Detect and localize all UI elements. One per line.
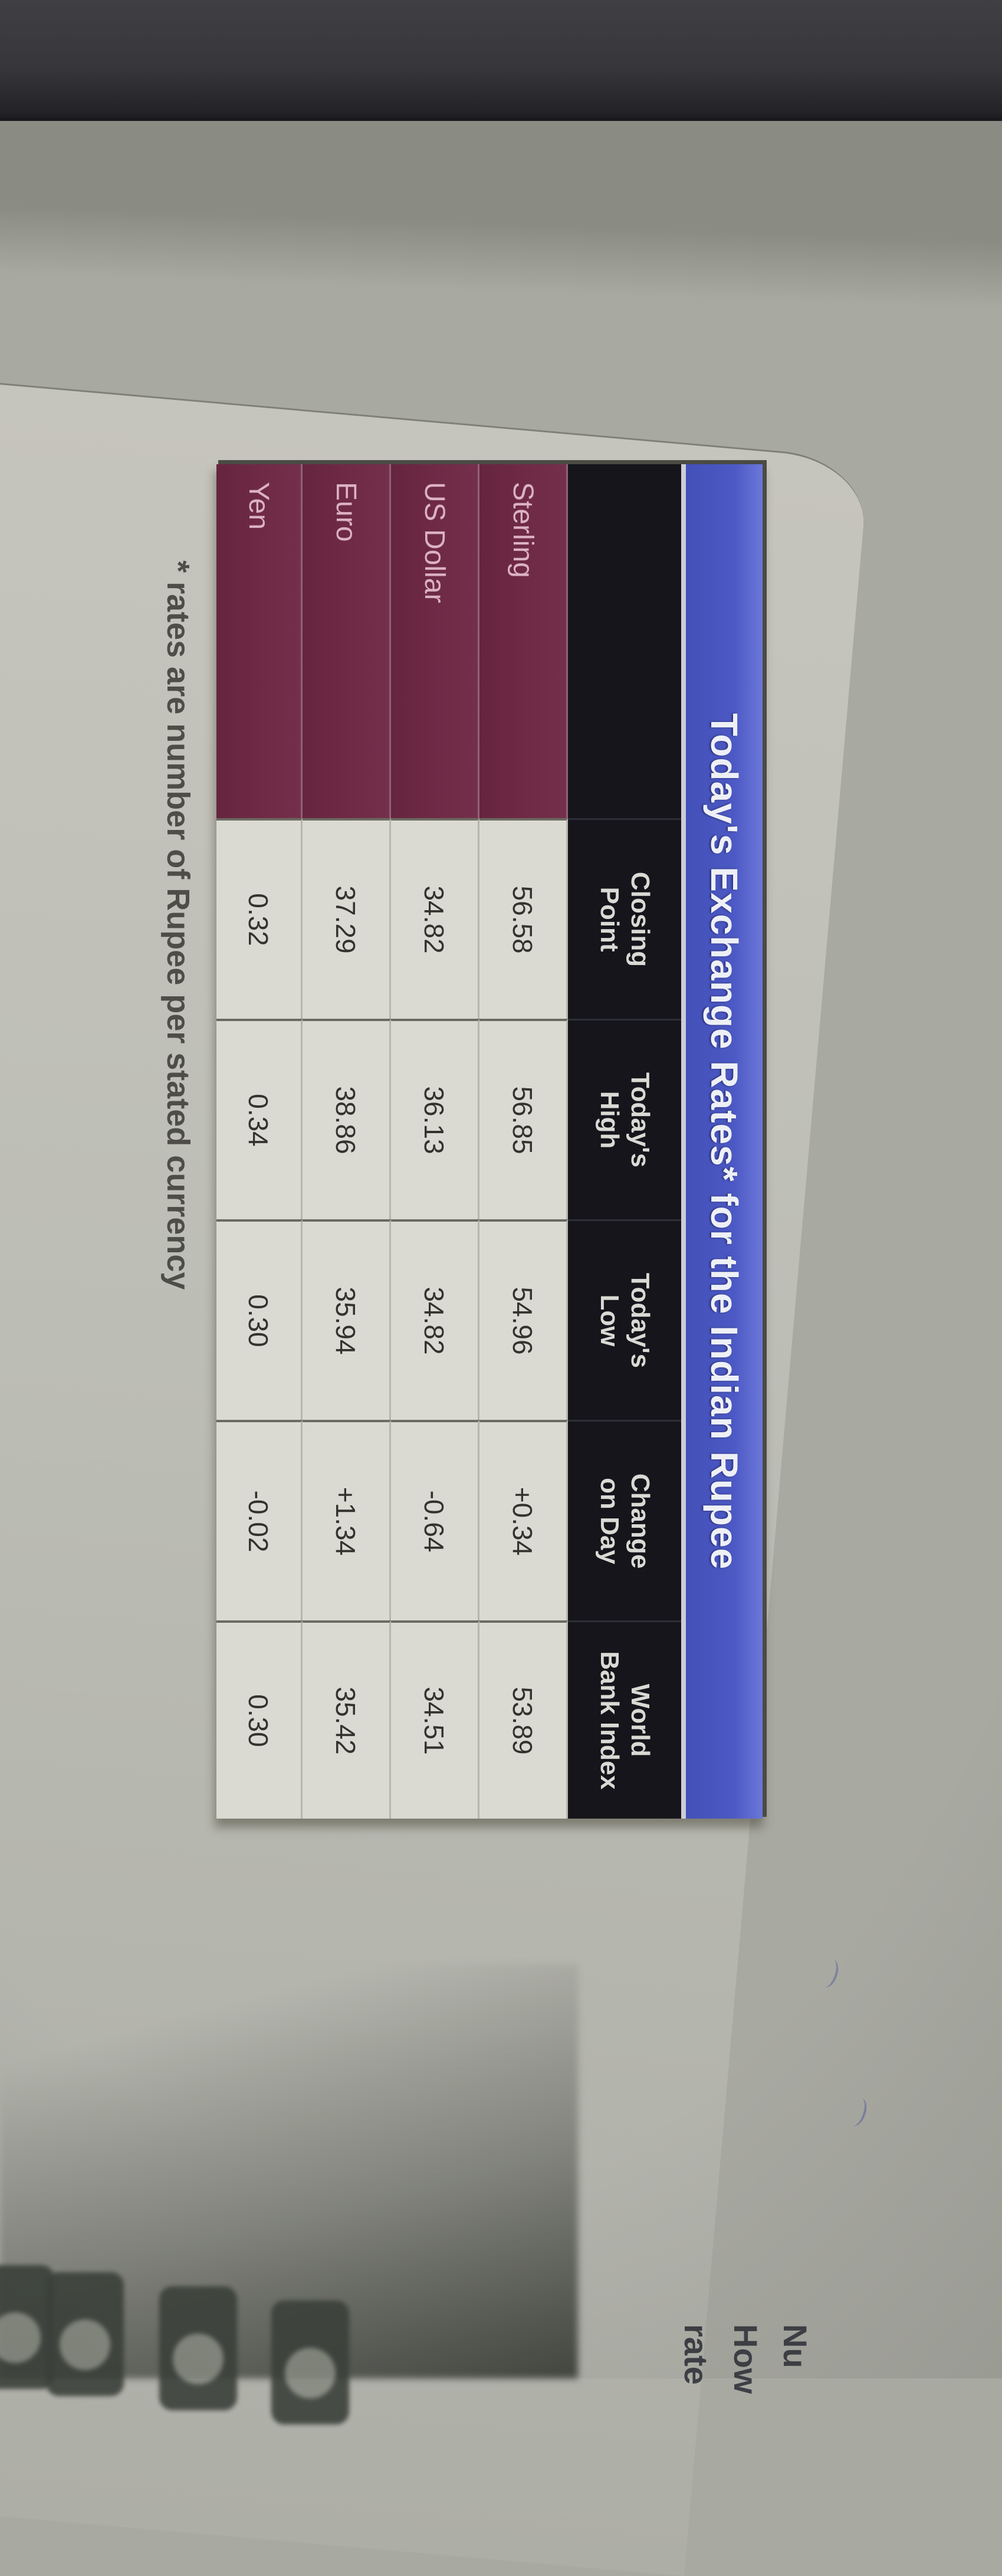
column-header-change-on-day: Change on Day <box>568 1420 681 1620</box>
keyboard-key <box>0 2265 54 2389</box>
keyboard-key <box>271 2301 349 2424</box>
column-header-closing-point: Closing Point <box>568 818 681 1019</box>
column-header-world-bank-index: World Bank Index <box>568 1620 681 1819</box>
header-line: on Day <box>595 1478 624 1564</box>
header-line: Today's <box>626 1272 655 1369</box>
value-cell: +1.34 <box>303 1420 391 1620</box>
value-cell: 34.82 <box>391 818 479 1019</box>
pen-mark <box>816 1956 842 1990</box>
column-header-todays-high: Today's High <box>568 1019 681 1219</box>
cropped-question-text: Nu How rate <box>671 2324 820 2501</box>
column-header-todays-low: Today's Low <box>568 1219 681 1420</box>
header-line: Low <box>595 1294 624 1347</box>
header-line: Bank Index <box>595 1651 624 1790</box>
screen-glare <box>0 121 1002 316</box>
cropped-text-line: rate <box>678 2324 715 2385</box>
row-label-yen: Yen <box>216 464 303 818</box>
value-cell: 56.85 <box>479 1019 568 1219</box>
value-cell: 35.94 <box>303 1219 391 1420</box>
table-grid: Today's Exchange Rates* for the Indian R… <box>216 460 767 1819</box>
row-label-us-dollar: US Dollar <box>391 464 479 818</box>
key-circle <box>0 2312 41 2363</box>
header-line: Today's <box>626 1072 655 1168</box>
table-footnote: * rates are number of Rupee per stated c… <box>160 560 196 1290</box>
value-cell: +0.34 <box>479 1420 568 1620</box>
keyboard-key <box>46 2272 124 2396</box>
value-cell: -0.64 <box>391 1420 479 1620</box>
value-cell: 56.58 <box>479 818 568 1019</box>
key-circle <box>60 2319 110 2370</box>
header-line: Point <box>595 887 624 952</box>
value-cell: 37.29 <box>303 818 391 1019</box>
row-label-euro: Euro <box>303 464 391 818</box>
header-line: High <box>595 1091 624 1149</box>
value-cell: -0.02 <box>216 1420 303 1620</box>
value-cell: 0.30 <box>216 1620 303 1819</box>
value-cell: 34.51 <box>391 1620 479 1819</box>
header-line: Change <box>626 1473 655 1569</box>
key-circle <box>173 2334 224 2384</box>
header-line: World <box>626 1684 655 1757</box>
row-label-sterling: Sterling <box>479 464 568 818</box>
key-circle <box>285 2348 336 2398</box>
keyboard-key <box>159 2286 237 2410</box>
monitor-bezel <box>0 0 1002 122</box>
value-cell: 0.34 <box>216 1019 303 1219</box>
header-line: Closing <box>626 871 655 967</box>
value-cell: 36.13 <box>391 1019 479 1219</box>
value-cell: 0.30 <box>216 1219 303 1420</box>
table-title: Today's Exchange Rates* for the Indian R… <box>681 464 763 1819</box>
value-cell: 54.96 <box>479 1219 568 1420</box>
cropped-text-line: How <box>727 2324 764 2394</box>
value-cell: 34.82 <box>391 1219 479 1420</box>
pen-mark <box>844 2095 870 2129</box>
exchange-rates-table: Today's Exchange Rates* for the Indian R… <box>216 460 767 1819</box>
value-cell: 35.42 <box>303 1620 391 1819</box>
value-cell: 53.89 <box>479 1620 568 1819</box>
value-cell: 0.32 <box>216 818 303 1019</box>
value-cell: 38.86 <box>303 1019 391 1219</box>
corner-header-cell <box>568 464 681 818</box>
cropped-text-line: Nu <box>777 2324 814 2368</box>
